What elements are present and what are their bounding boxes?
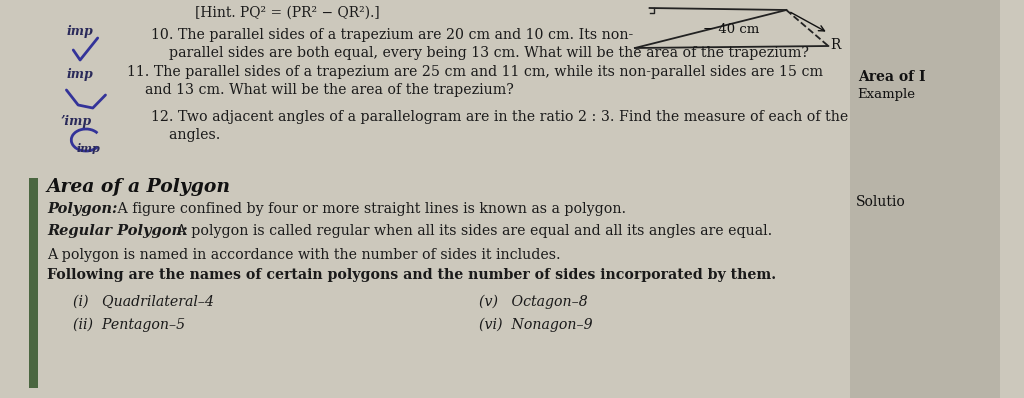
Text: (vi)  Nonagon–9: (vi) Nonagon–9 — [478, 318, 592, 332]
Text: 12. Two adjacent angles of a parallelogram are in the ratio 2 : 3. Find the meas: 12. Two adjacent angles of a parallelogr… — [152, 110, 849, 124]
Text: A polygon is called regular when all its sides are equal and all its angles are : A polygon is called regular when all its… — [172, 224, 772, 238]
Text: and 13 cm. What will be the area of the trapezium?: and 13 cm. What will be the area of the … — [127, 83, 514, 97]
Text: Example: Example — [858, 88, 915, 101]
Text: R: R — [830, 38, 841, 52]
Text: Regular Polygon:: Regular Polygon: — [47, 224, 187, 238]
Text: parallel sides are both equal, every being 13 cm. What will be the area of the t: parallel sides are both equal, every bei… — [152, 46, 809, 60]
Text: 10. The parallel sides of a trapezium are 20 cm and 10 cm. Its non-: 10. The parallel sides of a trapezium ar… — [152, 28, 634, 42]
Text: Solutio: Solutio — [856, 195, 905, 209]
Text: Following are the names of certain polygons and the number of sides incorporated: Following are the names of certain polyg… — [47, 268, 776, 282]
Text: A figure confined by four or more straight lines is known as a polygon.: A figure confined by four or more straig… — [114, 202, 627, 216]
Text: − 40 cm: − 40 cm — [703, 23, 760, 36]
Text: imp: imp — [76, 143, 100, 154]
Text: (v)   Octagon–8: (v) Octagon–8 — [478, 295, 588, 309]
Text: Area of I: Area of I — [858, 70, 926, 84]
Text: angles.: angles. — [152, 128, 221, 142]
Text: A polygon is named in accordance with the number of sides it includes.: A polygon is named in accordance with th… — [47, 248, 560, 262]
Text: imp: imp — [67, 25, 93, 38]
Text: ʼimp: ʼimp — [60, 115, 92, 128]
Text: 11. The parallel sides of a trapezium are 25 cm and 11 cm, while its non-paralle: 11. The parallel sides of a trapezium ar… — [127, 65, 823, 79]
Text: Polygon:: Polygon: — [47, 202, 118, 216]
Text: Area of a Polygon: Area of a Polygon — [47, 178, 230, 196]
Text: (ii)  Pentagon–5: (ii) Pentagon–5 — [74, 318, 185, 332]
Text: imp: imp — [67, 68, 93, 81]
Bar — [850, 0, 1000, 398]
Text: (i)   Quadrilateral–4: (i) Quadrilateral–4 — [74, 295, 214, 309]
Text: [Hint. PQ² = (PR² − QR²).]: [Hint. PQ² = (PR² − QR²).] — [196, 6, 380, 20]
Bar — [30, 178, 38, 388]
